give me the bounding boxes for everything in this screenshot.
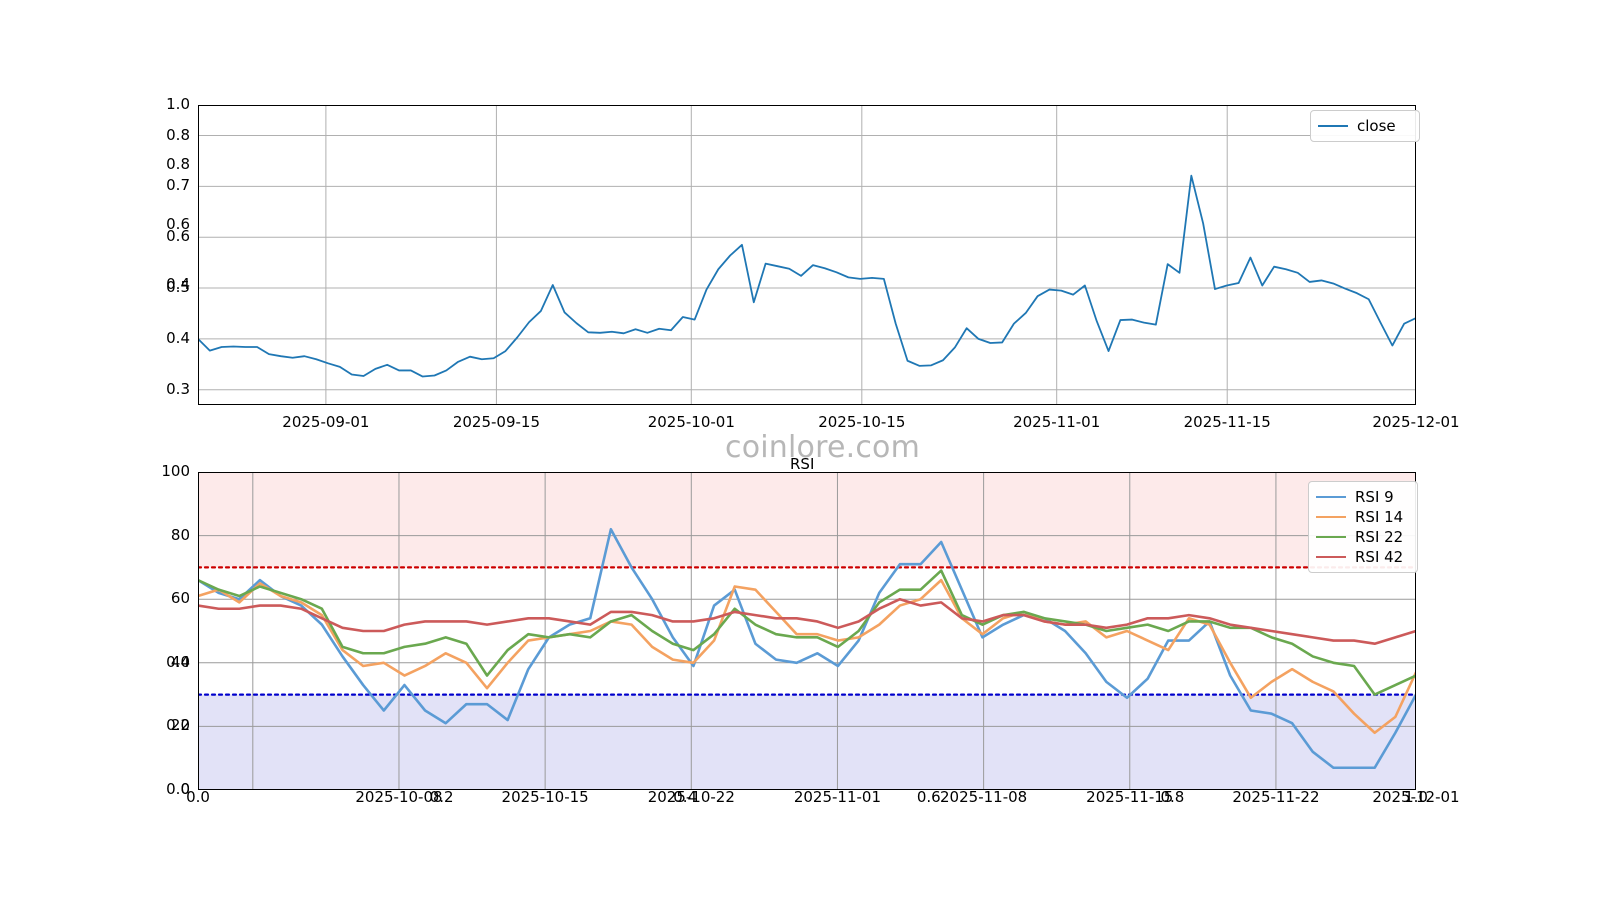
- price-x-tick: 2025-10-15: [818, 413, 906, 431]
- legend-item-rsi-42[interactable]: RSI 42: [1316, 547, 1408, 567]
- rsi-band: [198, 694, 1416, 790]
- rsi-line-rsi-22: [198, 569, 1416, 696]
- rsi-x-tick-overlay: 1.0: [1404, 788, 1428, 806]
- rsi-y-tick: 20: [170, 716, 190, 735]
- rsi-y-tick: 100: [161, 462, 190, 480]
- price-y-tick: 0.4: [166, 328, 190, 347]
- legend-line-swatch: [1316, 496, 1346, 498]
- legend-label: RSI 42: [1355, 548, 1404, 566]
- rsi-x-tick: 2025-10-15: [501, 788, 589, 806]
- rsi-x-tick: 2025-11-22: [1232, 788, 1320, 806]
- rsi-y-tick: 0: [180, 780, 190, 798]
- rsi-chart-panel: [198, 472, 1416, 790]
- legend-label: RSI 22: [1355, 528, 1404, 546]
- legend-item-rsi-9[interactable]: RSI 9: [1316, 487, 1408, 507]
- rsi-x-tick: 2025-11-01: [793, 788, 882, 806]
- rsi-x-tick-overlay: 0.6: [916, 788, 941, 806]
- close-price-line: [198, 174, 1416, 378]
- price-x-tick: 2025-10-01: [647, 413, 735, 431]
- rsi-legend: RSI 9 RSI 14 RSI 22 RSI 42: [1308, 481, 1418, 573]
- price-chart-panel: [198, 105, 1416, 405]
- legend-line-swatch: [1316, 516, 1346, 518]
- price-x-tick: 2025-09-15: [452, 413, 540, 431]
- legend-line-swatch: [1316, 556, 1346, 558]
- price-y-tick: 0.7: [166, 176, 190, 195]
- price-y-tick-overlay: 0.4: [166, 275, 190, 293]
- price-x-tick: 2025-11-15: [1183, 413, 1271, 431]
- price-y-tick-overlay: 0.8: [166, 155, 190, 173]
- price-y-tick-overlay: 0.6: [166, 215, 190, 233]
- price-x-tick: 2025-12-01: [1372, 413, 1460, 431]
- rsi-x-tick: 2025-11-15: [1086, 788, 1174, 806]
- price-x-tick: 2025-11-01: [1013, 413, 1101, 431]
- rsi-x-tick-overlay: 0.0: [186, 788, 210, 806]
- rsi-subplot-title: RSI: [790, 455, 815, 473]
- price-x-tick: 2025-09-01: [282, 413, 370, 431]
- rsi-x-tick: 2025-10-08: [355, 788, 443, 806]
- legend-item-close[interactable]: close: [1318, 116, 1410, 136]
- rsi-y-tick-overlay: 0.0: [166, 780, 190, 798]
- rsi-x-tick: 2025-11-08: [940, 788, 1028, 806]
- legend-line-swatch: [1318, 125, 1348, 127]
- rsi-x-tick: 2025-10-22: [647, 788, 735, 806]
- rsi-line-rsi-14: [198, 578, 1416, 735]
- watermark: coinlore.com: [725, 430, 921, 465]
- price-y-tick-overlay: 1.0: [166, 95, 190, 113]
- rsi-plot-area: [198, 472, 1416, 790]
- rsi-x-tick-overlay: 0.2: [429, 788, 454, 806]
- price-legend: close: [1310, 110, 1420, 142]
- rsi-band: [198, 472, 1416, 568]
- rsi-y-tick-overlay: 0.2: [166, 716, 190, 735]
- rsi-x-tick-overlay: 0.4: [673, 788, 698, 806]
- legend-label: RSI 9: [1355, 488, 1394, 506]
- price-y-tick: 0.3: [166, 379, 190, 398]
- legend-line-swatch: [1316, 536, 1346, 538]
- rsi-line-rsi-42: [198, 597, 1416, 646]
- legend-label: close: [1357, 117, 1396, 135]
- rsi-y-tick: 60: [170, 589, 190, 608]
- rsi-y-tick: 40: [170, 652, 190, 671]
- legend-item-rsi-22[interactable]: RSI 22: [1316, 527, 1408, 547]
- rsi-x-tick: 2025-12-01: [1372, 788, 1460, 806]
- price-plot-area: [198, 105, 1416, 405]
- rsi-y-tick-overlay: 0.4: [166, 652, 190, 671]
- legend-label: RSI 14: [1355, 508, 1404, 526]
- legend-item-rsi-14[interactable]: RSI 14: [1316, 507, 1408, 527]
- price-y-tick: 0.8: [166, 125, 190, 144]
- price-y-tick: 0.5: [166, 278, 190, 297]
- rsi-x-tick-overlay: 0.8: [1160, 788, 1185, 806]
- price-y-tick: 0.6: [166, 227, 190, 246]
- rsi-y-tick: 80: [170, 525, 190, 544]
